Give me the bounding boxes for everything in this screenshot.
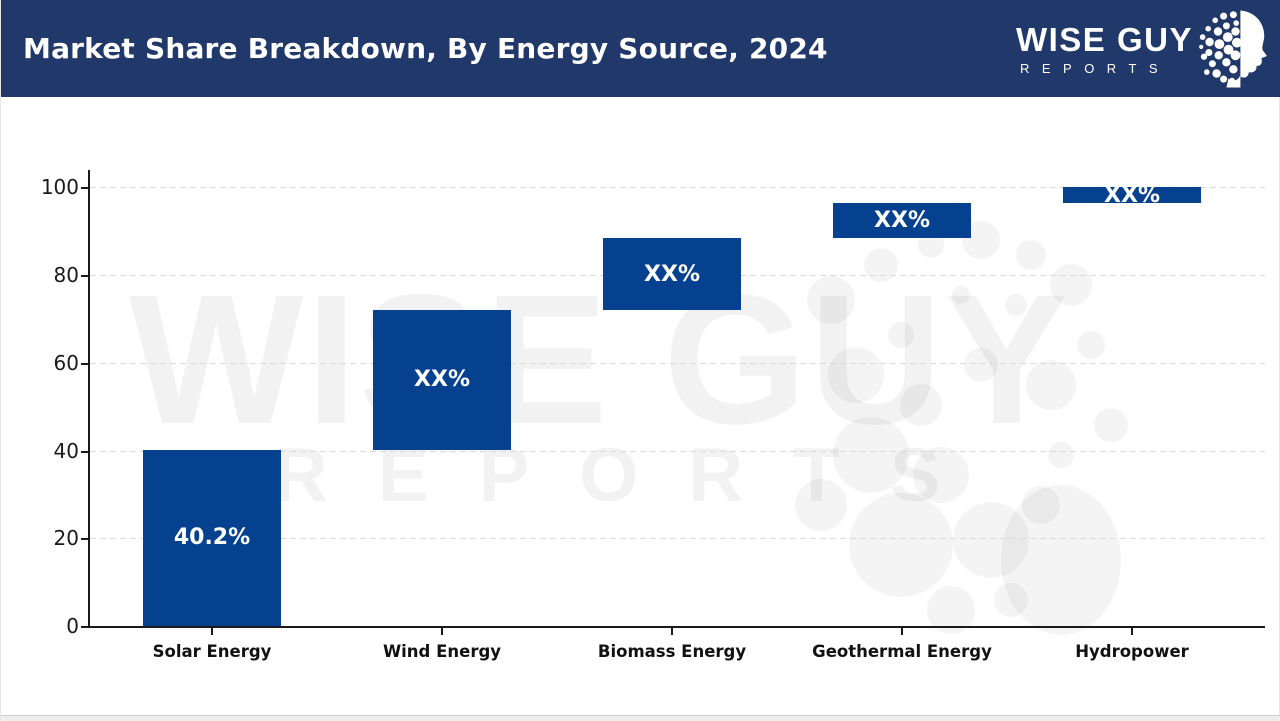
ytick-mark-60 [81,362,88,365]
bar-wind-energy: XX% [373,310,511,450]
bottom-edge-strip [1,715,1280,721]
gridline-40 [90,450,1265,452]
category-label-wind-energy: Wind Energy [382,642,502,661]
ytick-mark-20 [81,538,88,541]
category-label-solar-energy: Solar Energy [152,642,272,661]
watermark-head-dots [795,221,1128,635]
category-label-geothermal-energy: Geothermal Energy [812,642,992,661]
bar-geothermal-energy: XX% [833,203,971,239]
ytick-mark-100 [81,187,88,190]
logo-text-block: WISE GUY REPORTS [1016,23,1193,75]
gridline-60 [90,362,1265,364]
ytick-label-20: 20 [53,526,79,551]
x-axis-spine [88,626,1265,628]
y-axis-spine [88,170,90,628]
bar-hydropower: XX% [1063,183,1201,208]
bar-biomass-energy: XX% [603,238,741,311]
xtick-mark-geothermal-energy [901,628,903,635]
plot-area: 0 20 40 60 80 100 40.2% Solar Energy XX% Wind Ene… [1,97,1280,710]
ytick-label-80: 80 [53,263,79,288]
logo-wordmark: WISE GUY [1015,20,1193,58]
bar-value-label-wind-energy: XX% [414,367,470,393]
bar-solar-energy: 40.2% [143,449,281,626]
ytick-mark-0 [81,626,88,628]
ytick-mark-40 [81,450,88,453]
header: Market Share Breakdown, By Energy Source… [1,0,1280,97]
watermark-text-line2: REPORTS [273,433,991,518]
bar-value-label-solar-energy: 40.2% [173,525,251,551]
ytick-mark-80 [81,275,88,278]
ytick-label-0: 0 [66,614,79,638]
gridline-100 [90,187,1265,189]
xtick-mark-solar-energy [211,628,213,635]
xtick-mark-biomass-energy [671,628,673,635]
bar-value-label-biomass-energy: XX% [644,261,700,287]
gridline-20 [90,538,1265,540]
bar-value-label-hydropower: XX% [1104,182,1160,208]
xtick-mark-wind-energy [441,628,443,635]
wiseguy-logo: WISE GUY REPORTS [1016,10,1280,88]
page-title: Market Share Breakdown, By Energy Source… [23,32,828,65]
category-label-biomass-energy: Biomass Energy [597,642,747,661]
wiseguy-face-icon [1199,10,1267,87]
watermark-text-line1: WISE GUY [129,257,1071,463]
logo-subtext: REPORTS [1019,60,1171,76]
bar-value-label-geothermal-energy: XX% [874,208,930,234]
category-label-hydropower: Hydropower [1075,642,1189,661]
xtick-mark-hydropower [1131,628,1133,635]
ytick-label-60: 60 [53,350,79,375]
ytick-label-40: 40 [53,438,79,463]
ytick-label-100: 100 [40,175,79,200]
